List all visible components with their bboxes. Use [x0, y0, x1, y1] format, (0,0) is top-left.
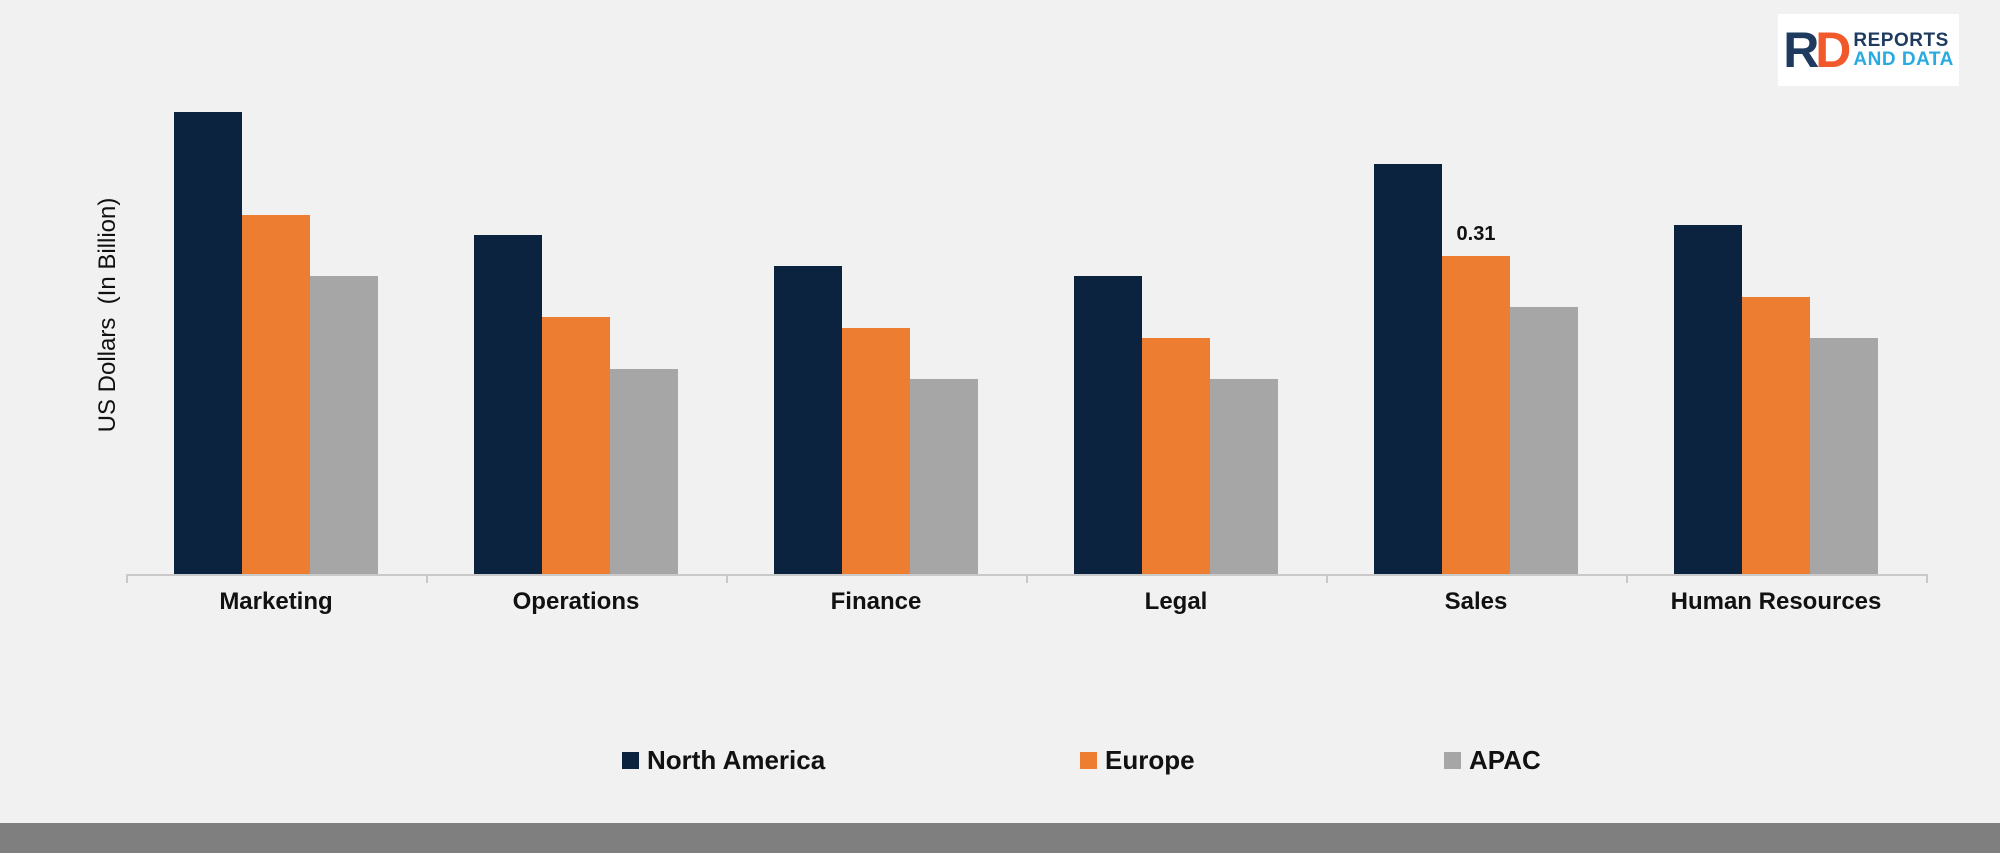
- logo-wordmark: REPORTS AND DATA: [1853, 29, 1954, 70]
- bar-apac-sales: [1510, 307, 1578, 574]
- logo-text-reports: REPORTS: [1853, 29, 1949, 51]
- bar-apac-human-resources: [1810, 338, 1878, 574]
- bar-north-america-legal: [1074, 276, 1142, 574]
- bar-apac-operations: [610, 369, 678, 574]
- legend-label: Europe: [1105, 744, 1195, 775]
- legend-item-apac: APAC: [1444, 744, 1541, 775]
- bar-apac-legal: [1210, 379, 1278, 574]
- x-axis-tick: [1326, 574, 1328, 583]
- bar-europe-marketing: [242, 215, 310, 574]
- bar-apac-marketing: [310, 276, 378, 574]
- logo-monogram: R D: [1783, 22, 1851, 78]
- logo-letter-r-icon: R: [1783, 22, 1819, 78]
- footer-bar: [0, 823, 2000, 853]
- x-axis-tick: [1626, 574, 1628, 583]
- x-axis-tick: [426, 574, 428, 583]
- legend-swatch-icon: [1444, 751, 1461, 769]
- legend-item-europe: Europe: [1080, 744, 1195, 775]
- bar-north-america-operations: [474, 235, 542, 574]
- x-axis-tick: [726, 574, 728, 583]
- x-axis-tick: [1926, 574, 1928, 583]
- x-axis-label-human-resources: Human Resources: [1670, 588, 1882, 615]
- bar-europe-human-resources: [1742, 297, 1810, 574]
- bar-europe-sales: [1442, 256, 1510, 574]
- y-axis-title: US Dollars (In Billion): [94, 197, 121, 433]
- legend-swatch-icon: [622, 751, 639, 769]
- bar-europe-finance: [842, 328, 910, 574]
- x-axis-label-marketing: Marketing: [219, 588, 333, 615]
- bar-value-label: 0.31: [1456, 223, 1496, 245]
- legend-item-north-america: North America: [622, 744, 826, 775]
- x-axis-label-operations: Operations: [512, 588, 640, 615]
- legend-label: North America: [647, 744, 826, 775]
- bar-apac-finance: [910, 379, 978, 574]
- bar-north-america-finance: [774, 266, 842, 574]
- bar-north-america-sales: [1374, 164, 1442, 574]
- reports-and-data-logo: R D REPORTS AND DATA: [1778, 14, 1959, 86]
- x-axis-tick: [1026, 574, 1028, 583]
- x-axis-label-sales: Sales: [1444, 588, 1508, 615]
- legend-swatch-icon: [1080, 751, 1097, 769]
- bar-europe-operations: [542, 317, 610, 574]
- x-axis-label-finance: Finance: [830, 588, 922, 615]
- logo-letter-d-icon: D: [1815, 22, 1851, 78]
- x-axis-label-legal: Legal: [1144, 588, 1208, 615]
- logo-text-and-data: AND DATA: [1853, 49, 1954, 70]
- legend-label: APAC: [1469, 744, 1541, 775]
- x-axis-tick: [126, 574, 128, 583]
- bar-north-america-human-resources: [1674, 225, 1742, 574]
- bar-north-america-marketing: [174, 112, 242, 574]
- bar-europe-legal: [1142, 338, 1210, 574]
